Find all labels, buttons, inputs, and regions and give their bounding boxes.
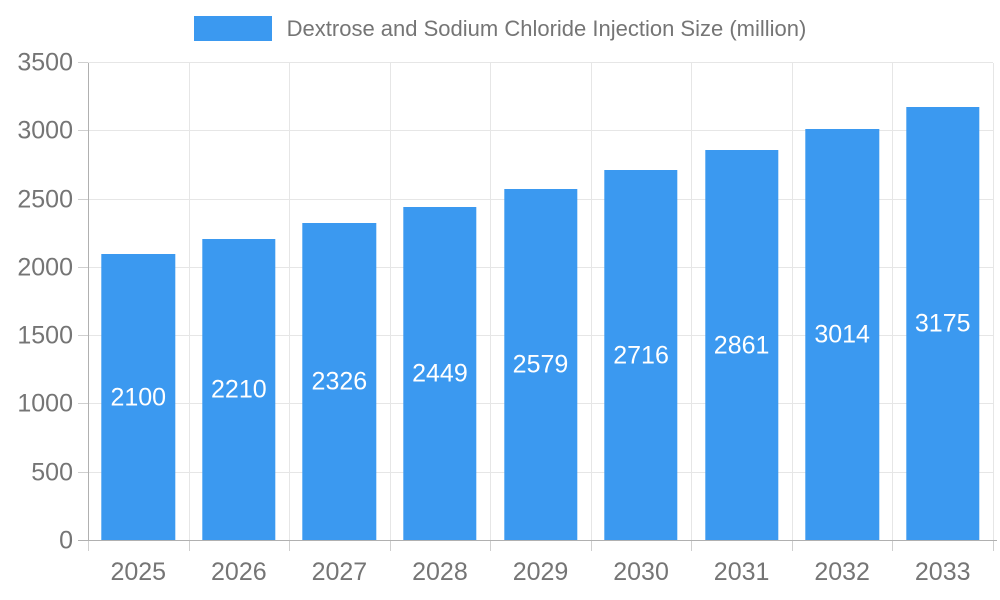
- x-gridline: [590, 63, 592, 541]
- bar-value: 2449: [412, 359, 468, 388]
- x-axis-label: 2029: [512, 558, 569, 586]
- x-axis-label: 2028: [412, 558, 468, 586]
- x-gridline: [892, 63, 894, 541]
- legend-swatch: [193, 16, 272, 41]
- x-gridline: [188, 63, 190, 541]
- y-axis-label: 3500: [17, 48, 73, 77]
- x-gridline: [691, 63, 693, 541]
- x-gridline: [993, 63, 994, 541]
- bar-2031: 2861: [704, 150, 779, 541]
- x-tick: [892, 541, 894, 551]
- x-tick: [490, 541, 492, 551]
- bar-value: 3014: [814, 320, 870, 349]
- y-gridline: [88, 62, 993, 63]
- bar-2027: 2326: [302, 223, 377, 541]
- x-axis-label: 2032: [814, 558, 870, 586]
- x-gridline: [791, 63, 793, 541]
- x-axis-label: 2031: [713, 558, 770, 586]
- plot-area: 0 500 1000 1500 2000 2500 3000 3500 2100 2025 2210…: [17, 49, 997, 586]
- x-axis-label: 2033: [914, 558, 971, 586]
- y-tick: [78, 335, 88, 337]
- x-axis-label: 2030: [613, 558, 669, 586]
- bar-2026: 2210: [202, 239, 276, 541]
- bar-2032: 3014: [805, 129, 879, 541]
- y-axis-line: [88, 63, 89, 541]
- bar-value: 2716: [613, 341, 669, 370]
- x-tick: [590, 541, 592, 551]
- x-axis-label: 2026: [211, 558, 267, 586]
- bar-2028: 2449: [403, 206, 477, 541]
- y-axis-label: 500: [31, 458, 73, 487]
- bar-2025: 2100: [101, 254, 175, 541]
- x-tick: [791, 541, 793, 551]
- y-axis-label: 3000: [17, 116, 73, 145]
- x-axis-label: 2025: [110, 558, 167, 586]
- bar-value: 2326: [311, 367, 368, 396]
- y-tick: [78, 198, 88, 200]
- y-tick: [78, 403, 88, 405]
- x-tick: [289, 541, 291, 551]
- x-axis-label: 2027: [311, 558, 368, 586]
- bar-value: 3175: [914, 309, 971, 338]
- bar-value: 2579: [512, 350, 569, 379]
- x-gridline: [490, 63, 492, 541]
- y-axis-label: 2500: [17, 185, 73, 214]
- y-tick: [78, 130, 88, 132]
- y-axis-label: 2000: [17, 253, 73, 282]
- bar-value: 2100: [110, 383, 167, 412]
- x-tick: [188, 541, 190, 551]
- y-axis-label: 1500: [17, 321, 73, 350]
- y-tick: [78, 266, 88, 268]
- x-tick: [88, 541, 89, 551]
- bar-2030: 2716: [604, 170, 678, 541]
- y-axis-label: 0: [59, 526, 73, 555]
- y-gridline: [88, 130, 993, 132]
- x-tick: [389, 541, 391, 551]
- x-gridline: [389, 63, 391, 541]
- y-axis-label: 1000: [17, 389, 73, 418]
- bar-value: 2210: [211, 375, 267, 404]
- bar-2033: 3175: [906, 107, 980, 541]
- y-tick: [78, 471, 88, 473]
- bar-2029: 2579: [503, 188, 578, 541]
- y-tick: [78, 62, 88, 63]
- x-tick: [993, 541, 994, 551]
- legend: Dextrose and Sodium Chloride Injection S…: [0, 16, 1000, 41]
- x-tick: [691, 541, 693, 551]
- legend-label: Dextrose and Sodium Chloride Injection S…: [286, 16, 807, 41]
- bar-value: 2861: [713, 331, 770, 360]
- x-axis-line: [78, 540, 997, 541]
- x-gridline: [289, 63, 291, 541]
